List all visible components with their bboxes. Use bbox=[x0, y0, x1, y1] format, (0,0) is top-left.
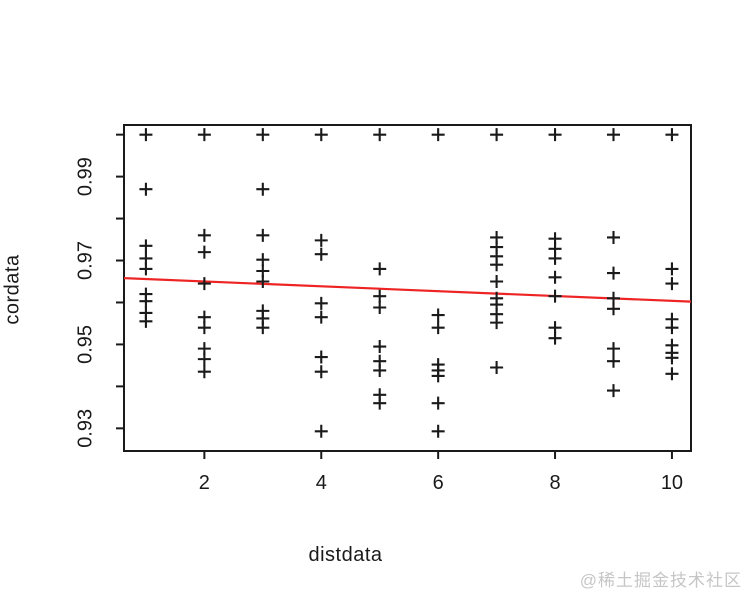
y-axis-label: cordata bbox=[1, 254, 24, 325]
data-point bbox=[606, 384, 620, 398]
data-point bbox=[665, 262, 679, 276]
data-point bbox=[197, 128, 211, 142]
data-point bbox=[606, 128, 620, 142]
data-point bbox=[256, 228, 270, 242]
data-point bbox=[314, 247, 328, 261]
data-point bbox=[665, 321, 679, 335]
data-point bbox=[256, 321, 270, 335]
data-point bbox=[490, 128, 504, 142]
data-point bbox=[490, 274, 504, 288]
x-tick-label: 8 bbox=[549, 472, 560, 494]
data-point bbox=[139, 128, 153, 142]
data-point bbox=[665, 128, 679, 142]
data-point bbox=[139, 262, 153, 276]
data-point bbox=[431, 308, 445, 322]
data-point bbox=[373, 396, 387, 410]
data-point bbox=[606, 266, 620, 280]
data-point bbox=[548, 270, 562, 284]
data-point bbox=[490, 258, 504, 272]
y-tick-label: 0.95 bbox=[74, 325, 96, 364]
y-tick-label: 0.99 bbox=[74, 157, 96, 196]
data-point bbox=[606, 354, 620, 368]
data-point bbox=[314, 424, 328, 438]
data-point bbox=[139, 314, 153, 328]
data-point bbox=[606, 342, 620, 356]
data-point bbox=[606, 302, 620, 316]
x-tick-label: 10 bbox=[661, 472, 683, 494]
y-tick-label: 0.93 bbox=[74, 409, 96, 448]
data-point bbox=[256, 253, 270, 267]
data-point bbox=[197, 352, 211, 366]
data-point bbox=[373, 262, 387, 276]
x-tick-label: 2 bbox=[199, 472, 210, 494]
data-point bbox=[139, 294, 153, 308]
data-point bbox=[373, 340, 387, 354]
data-point bbox=[373, 363, 387, 377]
data-point bbox=[314, 233, 328, 247]
data-point bbox=[197, 277, 211, 291]
data-point bbox=[373, 289, 387, 303]
plot-box bbox=[123, 124, 692, 452]
data-point bbox=[548, 289, 562, 303]
data-point bbox=[373, 128, 387, 142]
data-point bbox=[431, 396, 445, 410]
data-point bbox=[431, 321, 445, 335]
data-point bbox=[548, 331, 562, 345]
data-point bbox=[197, 245, 211, 259]
data-point bbox=[197, 321, 211, 335]
data-point bbox=[139, 239, 153, 253]
data-point bbox=[314, 128, 328, 142]
data-point bbox=[665, 351, 679, 365]
x-tick-label: 4 bbox=[316, 472, 327, 494]
x-tick-label: 6 bbox=[433, 472, 444, 494]
data-point bbox=[431, 369, 445, 383]
data-point bbox=[256, 274, 270, 288]
data-point bbox=[197, 228, 211, 242]
regression-line bbox=[123, 277, 692, 303]
data-point bbox=[314, 310, 328, 324]
data-point bbox=[431, 424, 445, 438]
data-point bbox=[373, 301, 387, 315]
data-point bbox=[431, 128, 445, 142]
y-tick-label: 0.97 bbox=[74, 241, 96, 280]
data-point bbox=[314, 365, 328, 379]
data-point bbox=[490, 316, 504, 330]
x-axis-label: distdata bbox=[308, 544, 383, 566]
watermark-text: @稀土掘金技术社区 bbox=[579, 571, 742, 590]
data-point bbox=[197, 365, 211, 379]
data-point bbox=[665, 277, 679, 291]
data-point bbox=[256, 128, 270, 142]
data-point bbox=[665, 367, 679, 381]
data-point bbox=[256, 182, 270, 196]
data-point bbox=[548, 251, 562, 265]
data-point bbox=[606, 230, 620, 244]
data-point bbox=[139, 182, 153, 196]
data-point bbox=[548, 128, 562, 142]
data-point bbox=[490, 361, 504, 375]
data-point bbox=[314, 350, 328, 364]
data-point bbox=[314, 296, 328, 310]
